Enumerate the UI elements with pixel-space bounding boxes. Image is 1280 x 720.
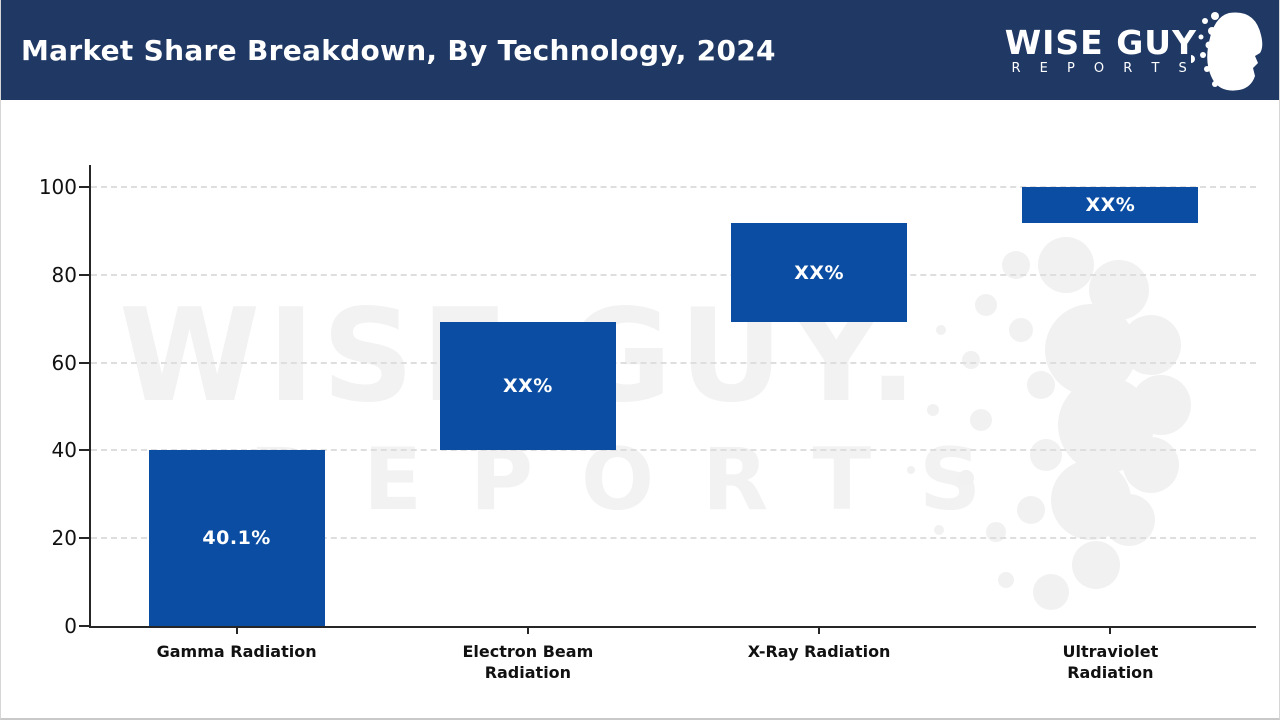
logo-subtext: R E P O R T S: [1011, 60, 1195, 76]
y-axis-tick: [79, 273, 89, 276]
x-category-label: Ultraviolet Radiation: [1062, 642, 1159, 682]
bar-value-label: 40.1%: [202, 526, 271, 549]
bar-value-label: XX%: [1085, 194, 1136, 216]
gridline: [91, 361, 1256, 364]
y-axis-tick-label: 0: [64, 614, 77, 638]
x-category-label: Electron Beam Radiation: [462, 642, 594, 682]
bar-segment: XX%: [439, 322, 616, 450]
gridline: [91, 449, 1256, 452]
bar-segment: XX%: [731, 223, 908, 323]
x-axis-tick: [235, 626, 238, 634]
y-axis-tick-label: 20: [51, 526, 77, 551]
bar-value-label: XX%: [502, 375, 553, 398]
y-axis-tick-label: 80: [51, 262, 77, 287]
gridline: [91, 186, 1256, 188]
header: Market Share Breakdown, By Technology, 2…: [1, 0, 1279, 100]
plot-area: 0 20 40 60 80 100 40.1% Gamma Radiation XX% Elect…: [39, 165, 1256, 682]
page-title: Market Share Breakdown, By Technology, 2…: [21, 33, 776, 67]
gridline: [91, 273, 1256, 276]
y-axis-tick: [79, 361, 89, 364]
x-axis-tick: [526, 626, 529, 634]
x-category-label: Gamma Radiation: [156, 642, 317, 661]
logo-text: WISE GUY R E P O R T S: [1005, 26, 1197, 75]
gridline: [91, 537, 1256, 540]
y-axis-tick-label: 40: [51, 438, 77, 463]
bar-segment: XX%: [1022, 187, 1199, 223]
x-axis-tick: [1109, 626, 1112, 634]
x-category-label: X-Ray Radiation: [747, 642, 891, 661]
brand-logo: WISE GUY R E P O R T S: [1005, 7, 1269, 93]
bar-segment: 40.1%: [148, 449, 325, 626]
x-axis-tick: [818, 626, 821, 634]
logo-wordmark: WISE GUY: [1004, 22, 1197, 62]
y-axis-tick: [79, 186, 89, 188]
y-axis-tick: [79, 449, 89, 452]
logo-face-icon: [1191, 12, 1263, 91]
y-axis-tick: [79, 537, 89, 540]
y-axis-tick: [79, 625, 89, 627]
y-axis-tick-label: 60: [51, 350, 77, 375]
y-axis-tick-label: 100: [38, 175, 77, 199]
bar-value-label: XX%: [794, 261, 845, 284]
